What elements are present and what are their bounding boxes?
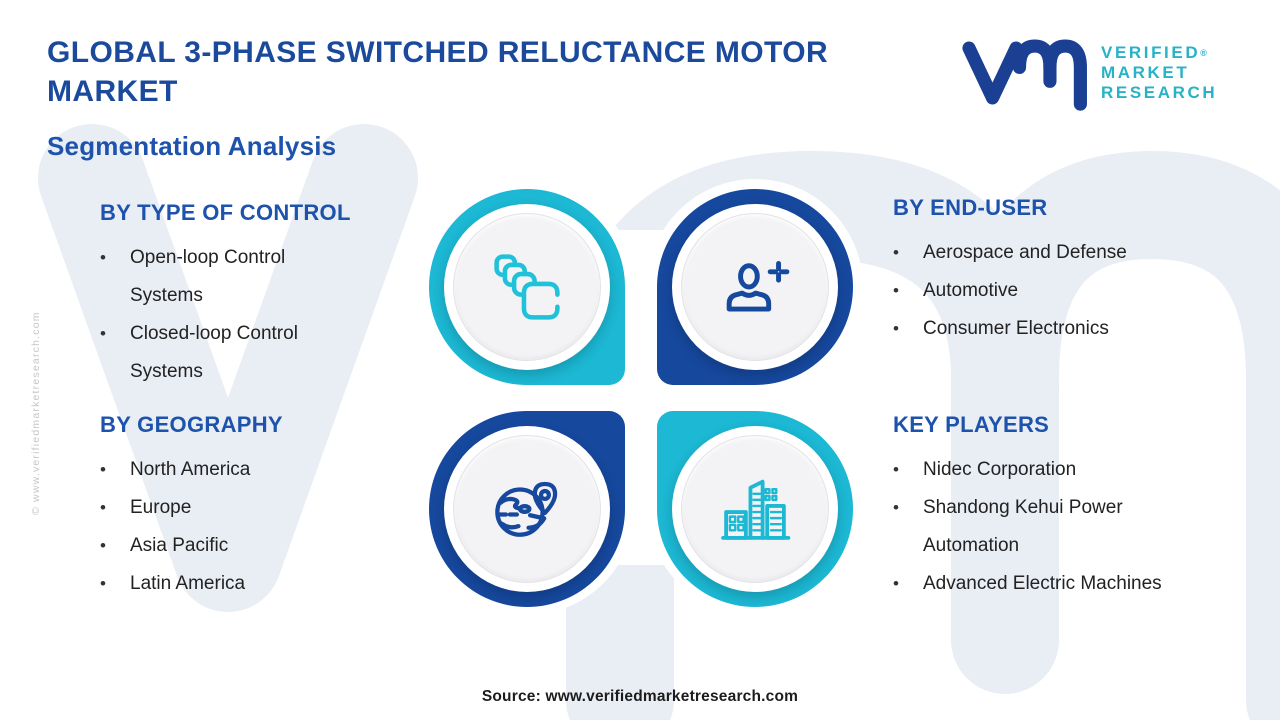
- bullet-icon: •: [893, 319, 899, 338]
- registered-mark: ®: [1200, 48, 1207, 58]
- quadrant-key-players: [657, 411, 853, 607]
- page-title: GLOBAL 3-PHASE SWITCHED RELUCTANCE MOTOR…: [47, 33, 828, 111]
- subtitle: Segmentation Analysis: [47, 131, 337, 161]
- section-end-user: BY END-USER • Aerospace and Defense • Autom…: [893, 195, 1233, 348]
- bullet-icon: •: [100, 574, 106, 593]
- quadrant-cluster: [429, 189, 853, 607]
- bullet-icon: •: [893, 243, 899, 262]
- section-type-of-control: BY TYPE OF CONTROL • Open-loop Control Sys…: [100, 200, 370, 391]
- list-item-text: Closed-loop Control Systems: [130, 323, 298, 382]
- bullet-icon: •: [100, 498, 106, 517]
- list-item: • Latin America: [100, 565, 370, 603]
- vmr-monogram-icon: [962, 39, 1087, 111]
- bullet-icon: •: [893, 460, 899, 479]
- city-buildings-icon: [721, 479, 791, 540]
- bullet-icon: •: [100, 248, 106, 267]
- list-item: • Aerospace and Defense: [893, 234, 1233, 272]
- brand-line-market: MARKET: [1101, 63, 1190, 82]
- brand-logo: VERIFIED® MARKET RESEARCH: [960, 34, 1217, 112]
- page-title-line2: MARKET: [47, 75, 178, 108]
- brand-line-verified: VERIFIED: [1101, 43, 1201, 62]
- list-item-text: Automotive: [923, 280, 1019, 301]
- section-list: • Open-loop Control Systems • Closed-loop Co…: [100, 239, 370, 391]
- section-heading: BY GEOGRAPHY: [100, 412, 283, 437]
- list-item-text: Consumer Electronics: [923, 318, 1109, 339]
- quadrant-disc: [453, 435, 601, 583]
- quadrant-geography: [429, 411, 625, 607]
- section-heading: BY END-USER: [893, 195, 1048, 220]
- list-item: • Automotive: [893, 272, 1233, 310]
- quadrant-disc: [681, 435, 829, 583]
- list-item: • Advanced Electric Machines: [893, 565, 1238, 603]
- list-item-text: Shandong Kehui Power Automation: [923, 497, 1123, 556]
- list-item: • Open-loop Control Systems: [100, 239, 370, 315]
- list-item-text: Latin America: [130, 573, 246, 594]
- list-item-text: Advanced Electric Machines: [923, 573, 1162, 594]
- section-key-players: KEY PLAYERS • Nidec Corporation • Shandong …: [893, 412, 1238, 603]
- list-item-text: Nidec Corporation: [923, 459, 1077, 480]
- list-item-text: Europe: [130, 497, 192, 518]
- bullet-icon: •: [100, 460, 106, 479]
- source-text: Source: www.verifiedmarketresearch.com: [481, 688, 799, 705]
- section-list: • North America • Europe • Asia Pacific • Latin…: [100, 451, 370, 603]
- section-heading: KEY PLAYERS: [893, 412, 1050, 437]
- bullet-icon: •: [893, 574, 899, 593]
- section-list: • Nidec Corporation • Shandong Kehui Power A…: [893, 451, 1238, 603]
- list-item: • Europe: [100, 489, 370, 527]
- bullet-icon: •: [893, 498, 899, 517]
- list-item: • North America: [100, 451, 370, 489]
- quadrant-type-of-control: [429, 189, 625, 385]
- list-item: • Shandong Kehui Power Automation: [893, 489, 1238, 565]
- list-item: • Closed-loop Control Systems: [100, 315, 370, 391]
- bullet-icon: •: [100, 536, 106, 555]
- list-item-text: Aerospace and Defense: [923, 242, 1127, 263]
- list-item: • Consumer Electronics: [893, 310, 1233, 348]
- quadrant-disc: [453, 213, 601, 361]
- stacked-squares-icon: [494, 254, 560, 320]
- list-item: • Asia Pacific: [100, 527, 370, 565]
- list-item: • Nidec Corporation: [893, 451, 1238, 489]
- page-title-line1: GLOBAL 3-PHASE SWITCHED RELUCTANCE MOTOR: [47, 36, 829, 69]
- globe-location-pin-icon: [495, 481, 558, 537]
- person-plus-icon: [726, 260, 790, 312]
- bullet-icon: •: [893, 281, 899, 300]
- section-geography: BY GEOGRAPHY • North America • Europe • Asia …: [100, 412, 370, 603]
- list-item-text: North America: [130, 459, 251, 480]
- section-list: • Aerospace and Defense • Automotive • Consum…: [893, 234, 1233, 348]
- brand-wordmark: VERIFIED® MARKET RESEARCH: [1101, 43, 1217, 103]
- bullet-icon: •: [100, 324, 106, 343]
- brand-line-research: RESEARCH: [1101, 83, 1218, 102]
- list-item-text: Open-loop Control Systems: [130, 247, 286, 306]
- quadrant-disc: [681, 213, 829, 361]
- side-copyright: © www.verifiedmarketresearch.com: [30, 311, 42, 515]
- section-heading: BY TYPE OF CONTROL: [100, 200, 351, 225]
- list-item-text: Asia Pacific: [130, 535, 229, 556]
- quadrant-end-user: [657, 189, 853, 385]
